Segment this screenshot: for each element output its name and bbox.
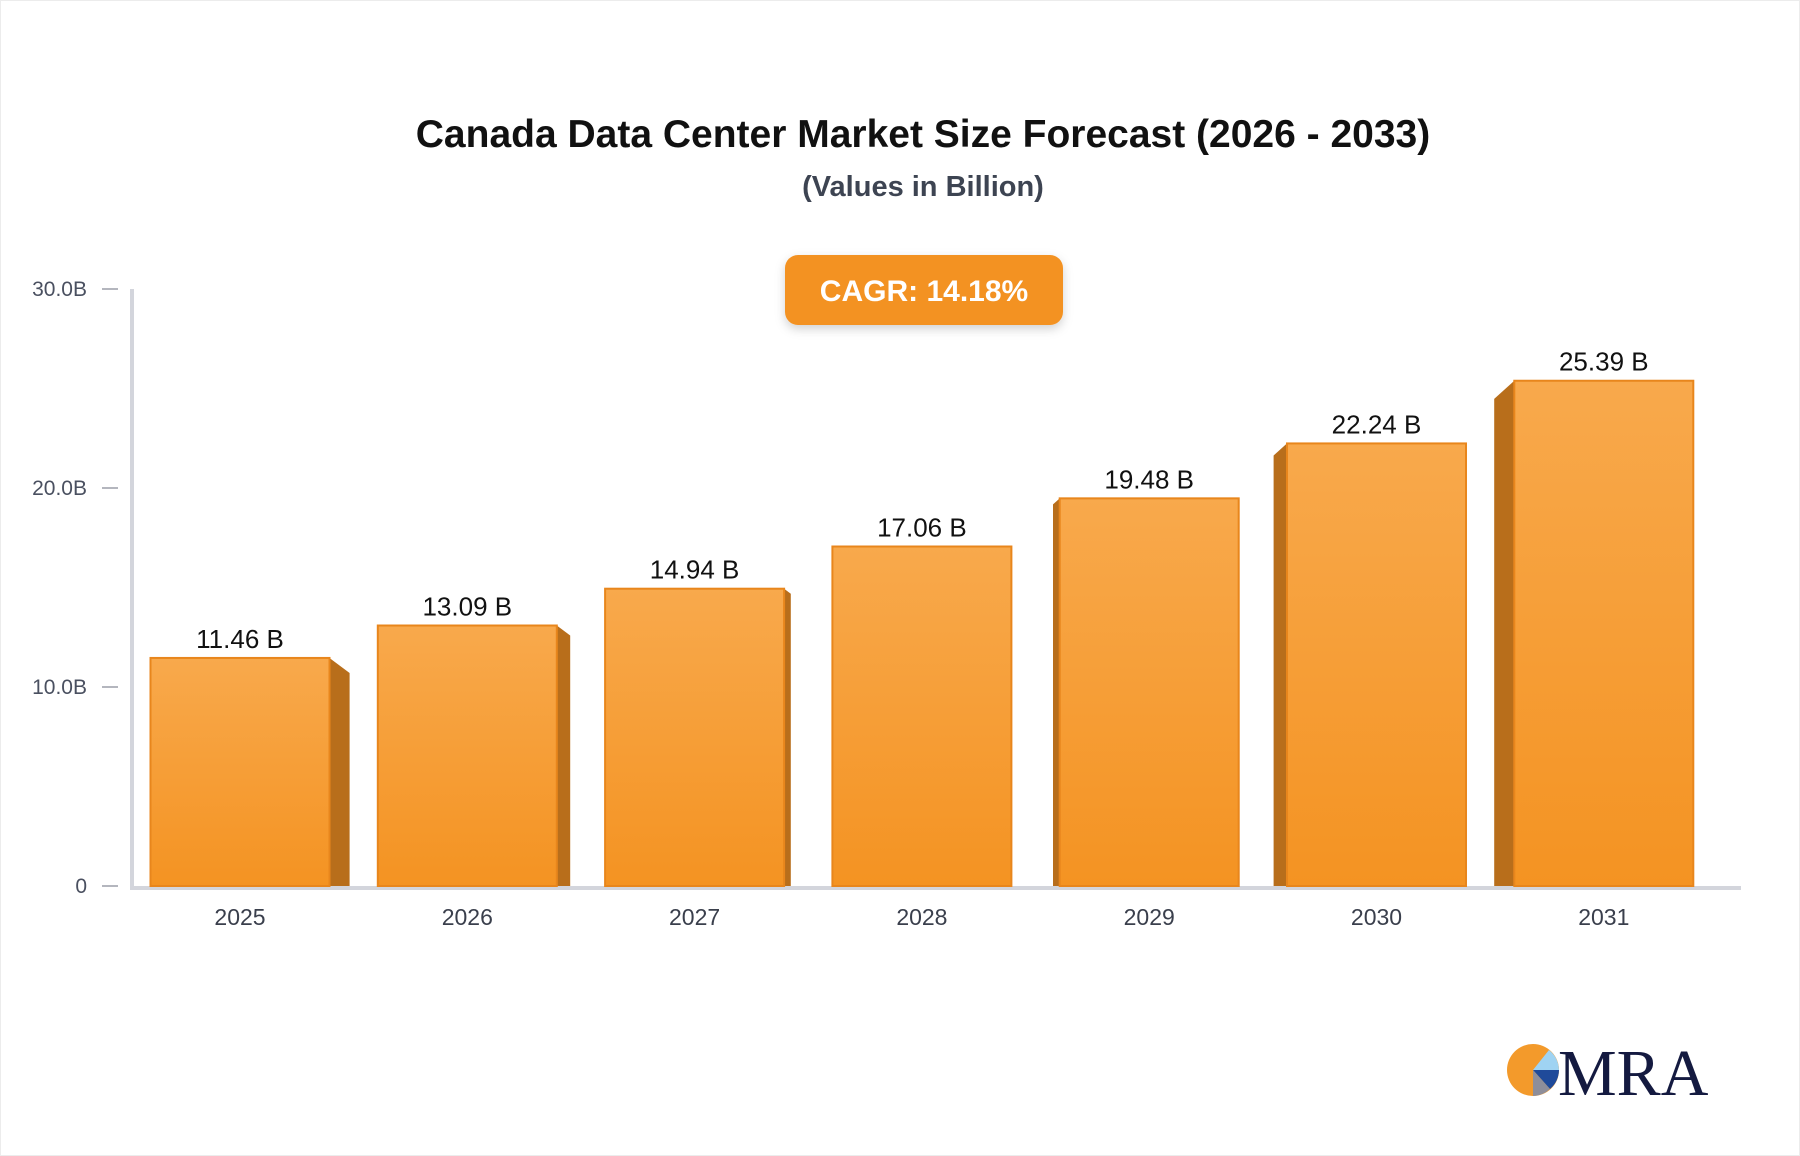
bar-value-label: 22.24 B [1332,409,1422,439]
bar-value-label: 17.06 B [877,513,967,543]
bar-side [784,588,791,886]
axes: 0 10.0B 20.0B 30.0B [32,278,1741,898]
bars: 11.46 B 2025 13.09 B 2026 14.94 B 2027 17.06 B… [149,347,1695,930]
bar-side [556,625,571,886]
logo-text: MRA [1558,1037,1709,1110]
cagr-badge-background [785,255,1063,325]
bar-group-2027: 14.94 B 2027 [604,555,791,930]
x-tick-label: 2025 [214,904,265,930]
bar-group-2030: 22.24 B 2030 [1273,409,1467,930]
x-tick-label: 2030 [1351,904,1402,930]
bar-group-2028: 17.06 B 2028 [831,513,1013,930]
bar-side [329,657,350,886]
cagr-label: CAGR: 14.18% [820,275,1028,308]
bar-value-label: 19.48 B [1104,464,1194,494]
x-tick-label: 2027 [669,904,720,930]
bar-group-2029: 19.48 B 2029 [1053,464,1240,930]
y-tick-label: 10.0B [32,676,87,699]
bar-group-2025: 11.46 B 2025 [149,624,350,930]
bar [1513,379,1695,887]
bar-value-label: 13.09 B [422,592,512,622]
bar [376,624,558,887]
mra-logo: MRA [1507,1037,1709,1110]
bar-side [1053,498,1060,886]
y-tick-label: 0 [75,875,87,898]
bar-group-2026: 13.09 B 2026 [376,592,571,930]
bar [604,587,786,887]
bar [1058,497,1240,887]
y-tick-label: 20.0B [32,477,87,500]
bar-group-2031: 25.39 B 2031 [1494,347,1695,930]
bar-value-label: 25.39 B [1559,347,1649,377]
x-tick-label: 2029 [1124,904,1175,930]
x-tick-label: 2031 [1578,904,1629,930]
bar [1286,442,1467,887]
bar [149,656,331,887]
chart-subtitle: (Values in Billion) [802,171,1044,203]
x-tick-label: 2028 [896,904,947,930]
bar-side [1273,443,1287,886]
bar-value-label: 11.46 B [196,624,284,654]
bar-side [1494,380,1515,886]
chart-title: Canada Data Center Market Size Forecast … [416,113,1430,156]
cagr-badge: CAGR: 14.18% [785,255,1063,325]
bar [831,545,1013,887]
x-tick-label: 2026 [442,904,493,930]
bar-value-label: 14.94 B [650,555,740,585]
y-tick-label: 30.0B [32,278,87,301]
